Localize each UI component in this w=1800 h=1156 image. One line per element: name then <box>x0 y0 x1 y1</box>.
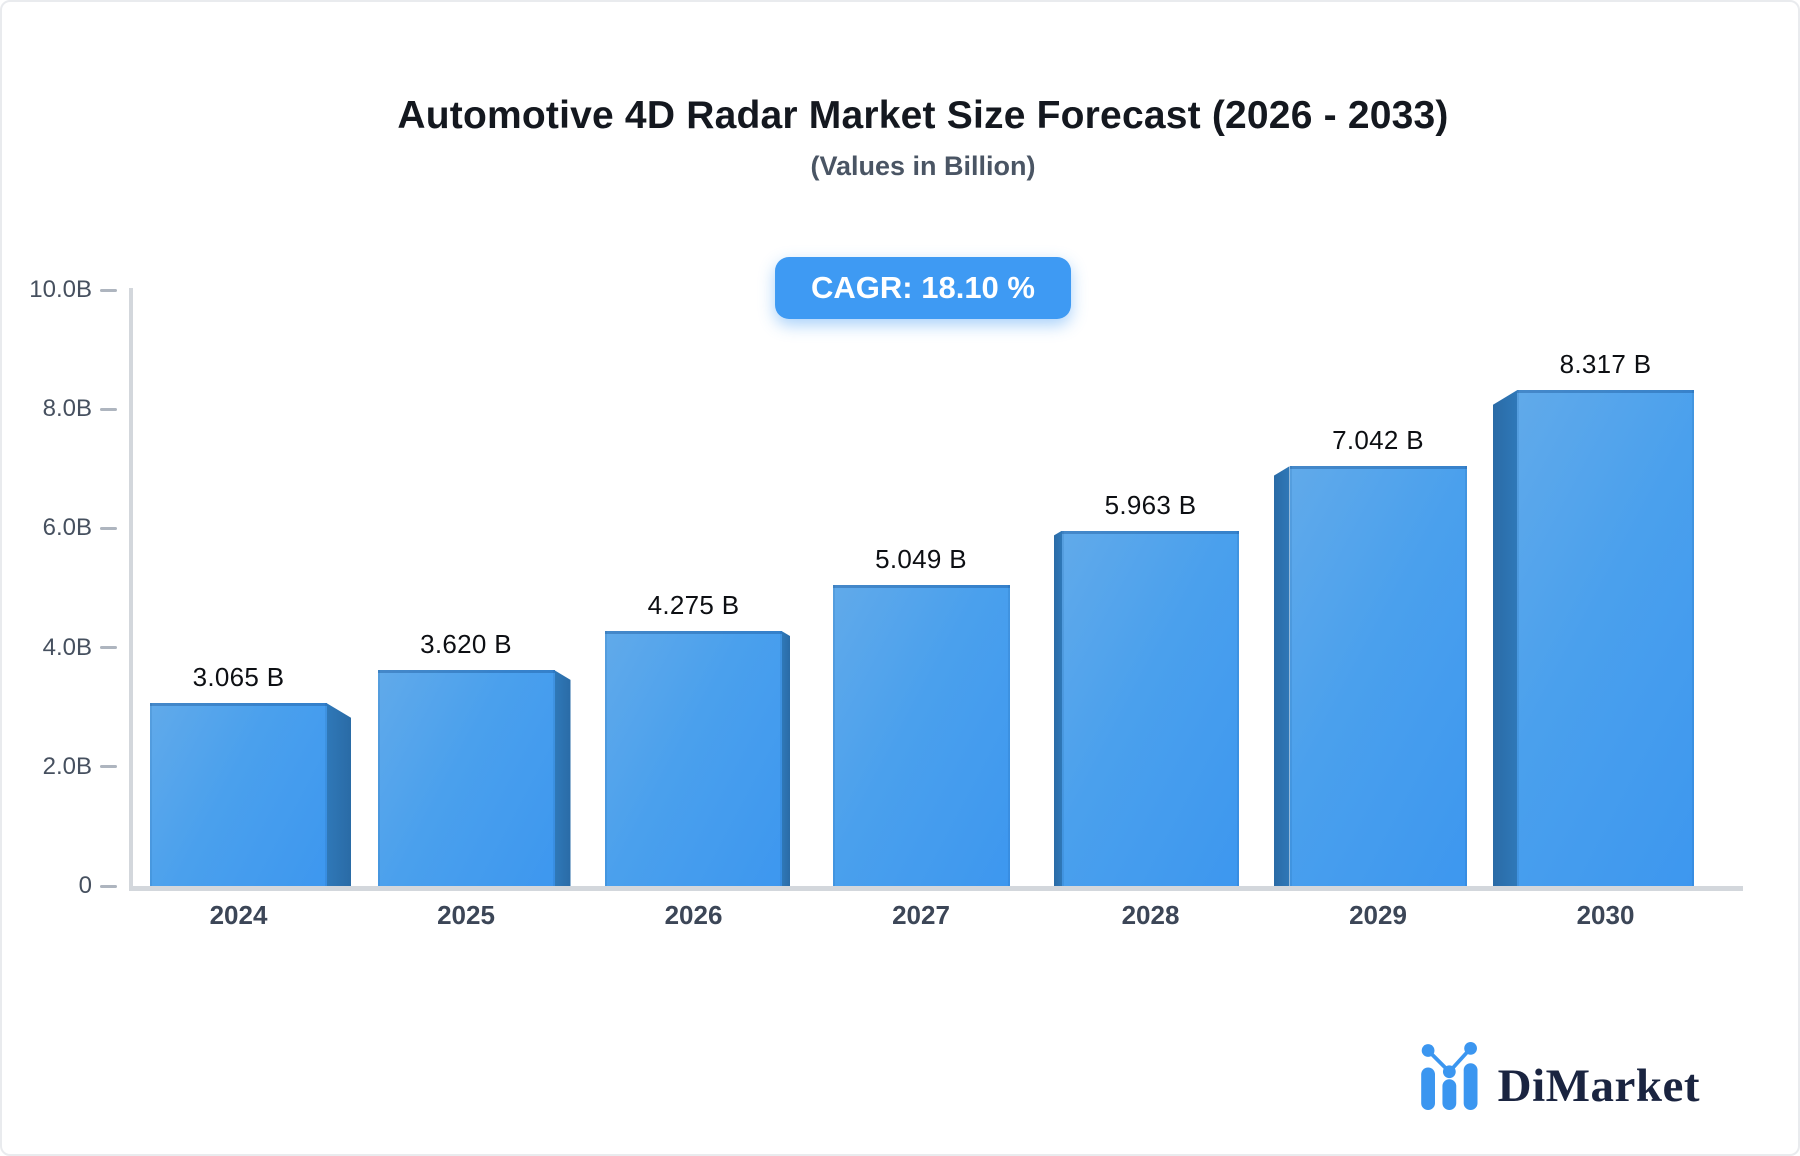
bar-value-label: 8.317 B <box>1559 349 1652 380</box>
x-axis-label: 2030 <box>1576 900 1635 930</box>
bar-body <box>1062 530 1239 886</box>
y-axis-tick-label: 4.0B <box>42 633 92 661</box>
axis-line-x <box>129 886 1743 891</box>
bar-side-face <box>1273 466 1290 886</box>
bar-body <box>377 670 555 886</box>
y-axis-tick <box>100 884 117 888</box>
bar-value-label: 3.620 B <box>420 629 512 660</box>
bar-value-label: 5.963 B <box>1104 489 1197 520</box>
y-axis-tick <box>100 526 117 530</box>
y-axis-tick <box>100 765 117 769</box>
bar-side-face <box>554 670 571 886</box>
x-axis-label: 2024 <box>209 900 268 930</box>
x-axis-label: 2028 <box>1121 900 1180 930</box>
bar-side-face <box>782 631 790 886</box>
y-axis-tick-label: 10.0B <box>29 276 92 303</box>
x-axis-label: 2026 <box>664 900 723 930</box>
x-axis-label: 2029 <box>1349 900 1407 930</box>
bar-value-label: 3.065 B <box>192 662 285 693</box>
axis-line-y <box>129 288 133 890</box>
chart-header: Automotive 4D Radar Market Size Forecast… <box>0 94 1800 182</box>
logo-text: DiMarket <box>1497 1060 1700 1112</box>
cagr-badge: CAGR: 18.10 % <box>775 257 1071 319</box>
chart-title: Automotive 4D Radar Market Size Forecast… <box>397 94 1449 137</box>
bar-body <box>1517 390 1694 886</box>
bar-value-label: 4.275 B <box>647 590 740 621</box>
bar-body <box>1289 466 1467 886</box>
chart-subtitle: (Values in Billion) <box>810 151 1036 181</box>
bar-value-label: 5.049 B <box>875 544 967 575</box>
bar-chart-with-trend-dots-icon <box>1420 1042 1478 1110</box>
bar-body <box>832 585 1010 886</box>
y-axis-tick-label: 8.0B <box>42 395 92 423</box>
y-axis-tick <box>100 407 117 411</box>
y-axis-tick <box>100 288 117 292</box>
y-axis-tick-label: 0 <box>78 872 92 899</box>
y-axis-tick-label: 6.0B <box>42 514 92 542</box>
bar-value-label: 7.042 B <box>1332 425 1424 456</box>
bar-body <box>605 631 782 886</box>
x-axis-label: 2027 <box>892 900 950 930</box>
bar-side-face <box>1493 390 1517 886</box>
dimarket-logo: DiMarket <box>1420 1042 1700 1110</box>
bar-side-face <box>327 703 351 886</box>
x-axis-label: 2025 <box>437 900 495 930</box>
y-axis-tick-label: 2.0B <box>42 752 92 780</box>
bar-side-face <box>1054 530 1062 886</box>
y-axis-tick <box>100 646 117 650</box>
bar-body <box>150 703 327 886</box>
